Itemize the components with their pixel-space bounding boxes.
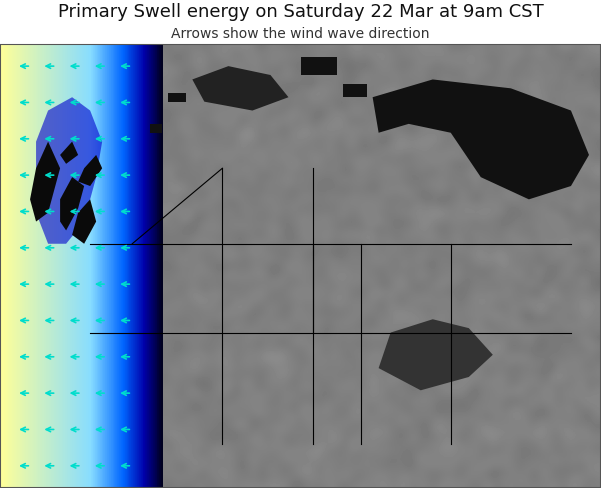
Bar (343, 84, 367, 97)
Polygon shape (60, 177, 84, 230)
Polygon shape (373, 80, 589, 199)
Polygon shape (60, 142, 78, 164)
Bar (168, 93, 186, 102)
Polygon shape (379, 319, 493, 390)
Bar (150, 124, 162, 133)
Polygon shape (78, 155, 102, 186)
Polygon shape (36, 97, 102, 244)
Polygon shape (72, 199, 96, 244)
Bar (300, 57, 337, 75)
Text: Primary Swell energy on Saturday 22 Mar at 9am CST: Primary Swell energy on Saturday 22 Mar … (58, 3, 543, 21)
Polygon shape (30, 142, 60, 222)
Polygon shape (192, 66, 288, 110)
Text: Arrows show the wind wave direction: Arrows show the wind wave direction (171, 27, 430, 41)
